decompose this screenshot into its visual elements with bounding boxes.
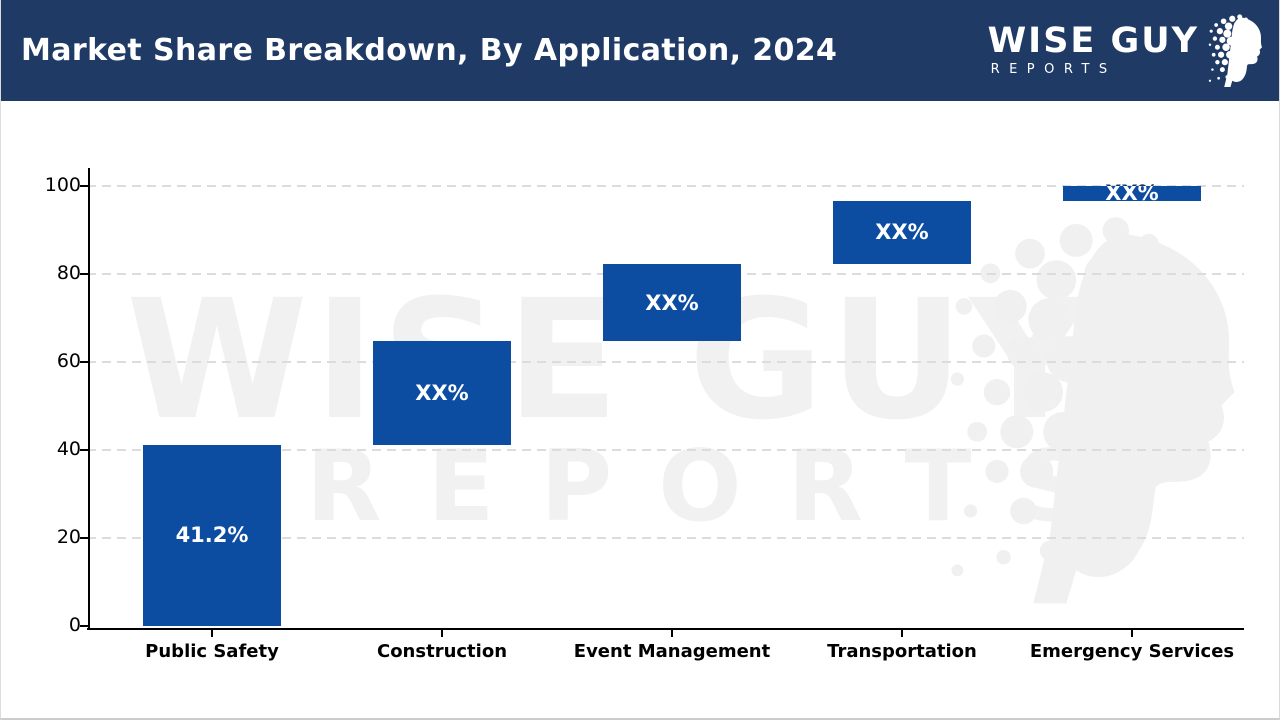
logo-head-icon xyxy=(1208,13,1263,87)
bar-value-label: XX% xyxy=(1105,186,1159,201)
bar-segment: XX% xyxy=(1063,186,1201,201)
x-axis-tick xyxy=(901,630,903,637)
y-axis-tick xyxy=(80,625,88,627)
x-tick-label: Transportation xyxy=(827,641,977,662)
y-axis-tick xyxy=(80,537,88,539)
y-tick-label: 80 xyxy=(56,262,81,284)
bar-value-label: XX% xyxy=(875,220,929,245)
x-tick-label: Emergency Services xyxy=(1029,641,1235,662)
bar-value-label: 41.2% xyxy=(175,523,249,548)
y-axis-tick xyxy=(80,449,88,451)
watermark-subtitle: REPORTS xyxy=(306,430,1135,544)
page-title: Market Share Breakdown, By Application, … xyxy=(21,33,838,68)
logo-wordmark: WISE GUY xyxy=(987,21,1199,61)
y-tick-label: 20 xyxy=(56,526,81,548)
x-tick-label: Construction xyxy=(376,641,508,662)
logo-wordmark-block: WISE GUY REPORTS xyxy=(987,21,1199,78)
bar-segment: 41.2% xyxy=(143,444,281,626)
logo-subtitle: REPORTS xyxy=(990,62,1117,77)
watermark-head-icon xyxy=(950,217,1235,604)
x-axis-tick xyxy=(671,630,673,637)
brand-logo: WISE GUY REPORTS xyxy=(988,11,1267,91)
y-tick-label: 100 xyxy=(44,174,81,196)
gridline xyxy=(87,537,1244,539)
y-axis-line xyxy=(88,168,90,629)
x-axis-line xyxy=(87,628,1244,630)
y-axis-tick xyxy=(80,273,88,275)
y-axis-tick xyxy=(80,185,88,187)
x-axis-tick xyxy=(441,630,443,637)
bar-segment: XX% xyxy=(833,200,971,264)
gridline xyxy=(87,449,1244,451)
gridline xyxy=(87,361,1244,363)
gridline xyxy=(87,185,1244,187)
bar-segment: XX% xyxy=(603,263,741,342)
bar-segment: XX% xyxy=(373,341,511,445)
y-axis-tick xyxy=(80,361,88,363)
x-tick-label: Public Safety xyxy=(145,641,279,662)
y-tick-label: 0 xyxy=(68,614,81,636)
header-bar: Market Share Breakdown, By Application, … xyxy=(1,0,1279,101)
bar-value-label: XX% xyxy=(645,290,699,315)
y-tick-label: 60 xyxy=(56,350,81,372)
y-tick-label: 40 xyxy=(56,438,81,460)
x-axis-tick xyxy=(1131,630,1133,637)
x-axis-tick xyxy=(211,630,213,637)
bar-value-label: XX% xyxy=(415,381,469,405)
x-tick-label: Event Management xyxy=(573,641,771,662)
